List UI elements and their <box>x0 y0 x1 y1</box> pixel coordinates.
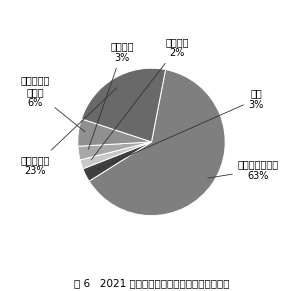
Wedge shape <box>78 142 152 160</box>
Text: 泡沫填充
3%: 泡沫填充 3% <box>88 41 134 149</box>
Text: 一次性餐具
23%: 一次性餐具 23% <box>20 88 117 176</box>
Wedge shape <box>78 119 152 146</box>
Wedge shape <box>89 70 225 216</box>
Wedge shape <box>80 142 152 169</box>
Text: 纸张涂层
2%: 纸张涂层 2% <box>92 37 189 159</box>
Wedge shape <box>82 68 165 142</box>
Text: 图 6   2021 年国内生物基降解塑料消费结构示意: 图 6 2021 年国内生物基降解塑料消费结构示意 <box>74 278 229 288</box>
Text: 其他
3%: 其他 3% <box>96 88 264 170</box>
Wedge shape <box>83 142 152 181</box>
Text: 农用薄膜、
堆肃袋
6%: 农用薄膜、 堆肃袋 6% <box>20 75 85 132</box>
Text: 塑料袋、包装袋
63%: 塑料袋、包装袋 63% <box>208 159 279 181</box>
